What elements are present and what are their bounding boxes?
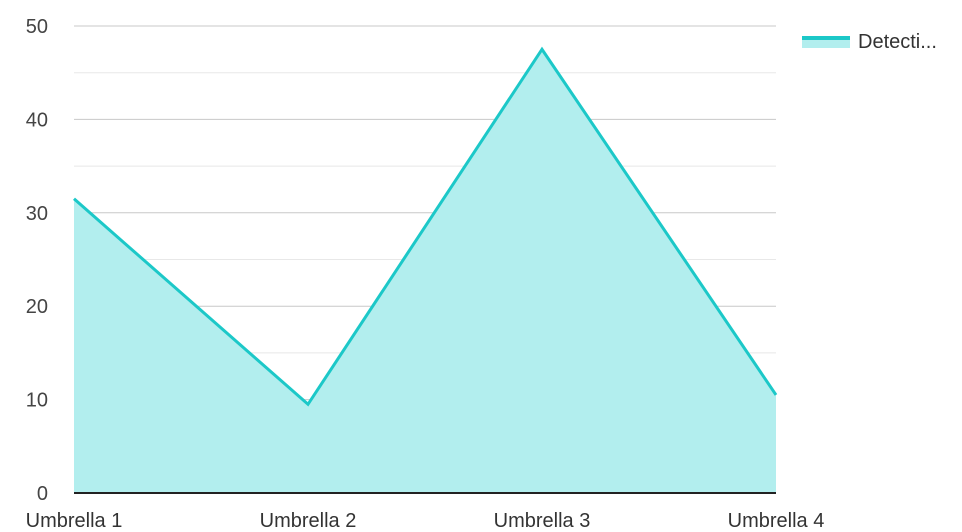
y-tick-label: 50 [26, 16, 48, 38]
y-tick-label: 40 [26, 109, 48, 131]
y-tick-label: 20 [26, 296, 48, 318]
y-tick-label: 0 [37, 483, 48, 505]
series-line [73, 46, 778, 407]
legend[interactable]: Detecti... [802, 31, 937, 53]
x-tick-label: Umbrella 2 [260, 510, 357, 532]
y-tick-label: 10 [26, 390, 48, 412]
y-axis-tick-labels: 0 10 20 30 40 50 [26, 16, 48, 505]
x-axis-category-labels: Umbrella 1 Umbrella 2 Umbrella 3 Umbrella 4 [26, 510, 825, 532]
x-tick-label: Umbrella 1 [26, 510, 123, 532]
series-area-layer [73, 46, 778, 493]
x-tick-label: Umbrella 3 [494, 510, 591, 532]
legend-swatch-line [802, 36, 850, 40]
y-tick-label: 30 [26, 203, 48, 225]
series-area-fill [74, 49, 776, 493]
legend-label-series-1: Detecti... [858, 31, 937, 53]
x-tick-label: Umbrella 4 [728, 510, 825, 532]
